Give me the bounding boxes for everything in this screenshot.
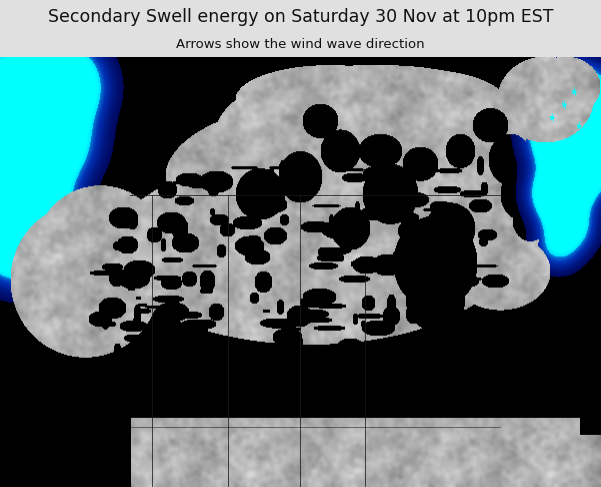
- Text: Secondary Swell energy on Saturday 30 Nov at 10pm EST: Secondary Swell energy on Saturday 30 No…: [47, 8, 554, 26]
- Text: Arrows show the wind wave direction: Arrows show the wind wave direction: [176, 38, 425, 51]
